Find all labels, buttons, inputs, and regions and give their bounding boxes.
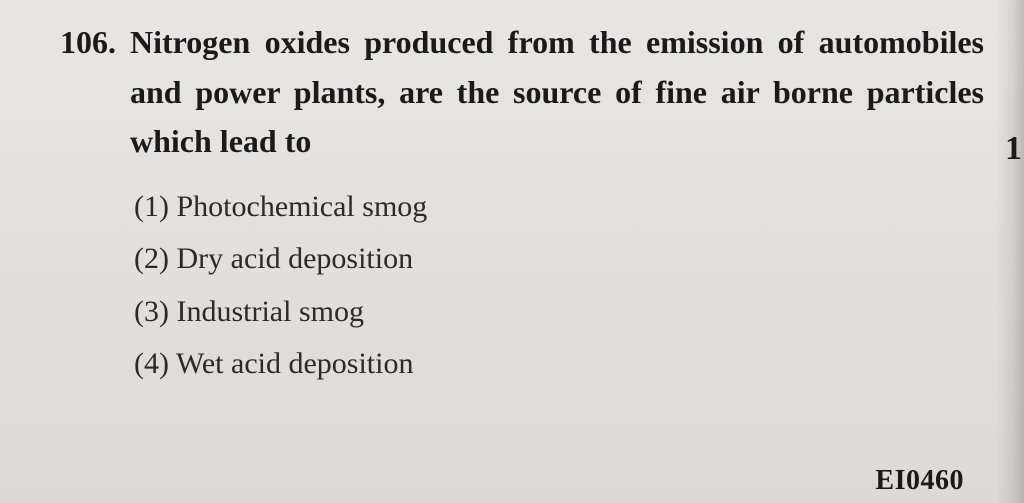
stray-margin-digit: 1 [1005, 130, 1022, 168]
page-edge-shadow [996, 0, 1024, 503]
question-code: EI0460 [875, 465, 964, 497]
question-block: 106. Nitrogen oxides produced from the e… [60, 18, 984, 391]
question-number: 106. [60, 18, 116, 391]
option-3-label: (3) [134, 295, 169, 328]
option-1: (1) Photochemical smog [134, 181, 984, 234]
option-2-label: (2) [134, 242, 169, 275]
question-text: Nitrogen oxides produced from the emissi… [130, 18, 984, 167]
options-list: (1) Photochemical smog (2) Dry acid depo… [130, 181, 984, 391]
option-2: (2) Dry acid deposition [134, 233, 984, 286]
option-2-text: Dry acid deposition [176, 242, 413, 275]
option-4: (4) Wet acid deposition [134, 338, 984, 391]
option-1-label: (1) [134, 190, 169, 223]
option-1-text: Photochemical smog [176, 190, 427, 223]
option-4-label: (4) [134, 347, 169, 380]
option-3: (3) Industrial smog [134, 286, 984, 339]
question-content: Nitrogen oxides produced from the emissi… [130, 18, 984, 391]
option-4-text: Wet acid deposition [176, 347, 414, 380]
option-3-text: Industrial smog [176, 295, 364, 328]
